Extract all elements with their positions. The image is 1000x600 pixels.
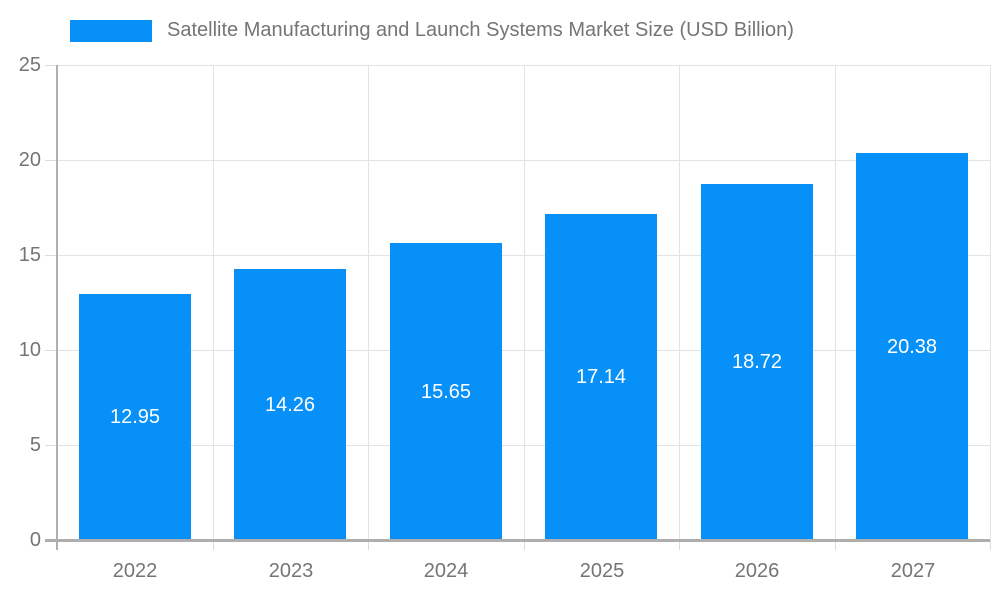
y-axis-tick bbox=[45, 445, 57, 446]
x-axis-tick bbox=[368, 540, 369, 550]
x-axis-tick-label: 2022 bbox=[112, 560, 158, 582]
y-axis-tick-label: 25 bbox=[18, 54, 41, 76]
y-axis-tick bbox=[45, 160, 57, 161]
gridline-vertical bbox=[213, 65, 214, 540]
bar[interactable] bbox=[545, 214, 657, 540]
gridline-horizontal bbox=[57, 350, 990, 351]
x-axis-tick-label: 2025 bbox=[579, 560, 625, 582]
gridline-vertical bbox=[990, 65, 991, 540]
bar-value-label: 17.14 bbox=[575, 366, 627, 388]
bar[interactable] bbox=[701, 184, 813, 540]
x-axis-line bbox=[45, 539, 990, 542]
gridline-vertical bbox=[368, 65, 369, 540]
bar[interactable] bbox=[856, 153, 968, 540]
x-axis-tick-label: 2023 bbox=[268, 560, 314, 582]
bar-value-label: 15.65 bbox=[420, 381, 472, 403]
bar-value-label: 12.95 bbox=[109, 406, 161, 428]
legend-item[interactable]: Satellite Manufacturing and Launch Syste… bbox=[70, 19, 794, 42]
bar-value-label: 20.38 bbox=[886, 336, 938, 358]
y-axis-tick-label: 20 bbox=[18, 149, 41, 171]
x-axis-tick-label: 2024 bbox=[423, 560, 469, 582]
x-axis-tick bbox=[990, 540, 991, 550]
x-axis-tick-label: 2026 bbox=[734, 560, 780, 582]
y-axis-line bbox=[56, 65, 58, 550]
y-axis-tick-label: 10 bbox=[18, 339, 41, 361]
x-axis-tick bbox=[213, 540, 214, 550]
y-axis-tick-label: 15 bbox=[18, 244, 41, 266]
bar[interactable] bbox=[79, 294, 191, 540]
bar-value-label: 18.72 bbox=[731, 351, 783, 373]
gridline-vertical bbox=[524, 65, 525, 540]
gridline-vertical bbox=[679, 65, 680, 540]
y-axis-tick bbox=[45, 255, 57, 256]
y-axis-tick bbox=[45, 350, 57, 351]
y-axis-tick-label: 0 bbox=[29, 529, 41, 551]
gridline-horizontal bbox=[57, 445, 990, 446]
bar-value-label: 14.26 bbox=[264, 394, 316, 416]
gridline-horizontal bbox=[57, 255, 990, 256]
gridline-vertical bbox=[835, 65, 836, 540]
bar[interactable] bbox=[390, 243, 502, 540]
gridline-horizontal bbox=[57, 160, 990, 161]
y-axis-tick-label: 5 bbox=[29, 434, 41, 456]
gridline-horizontal bbox=[57, 65, 990, 66]
legend-label: Satellite Manufacturing and Launch Syste… bbox=[167, 19, 794, 41]
legend-swatch bbox=[70, 19, 152, 42]
x-axis-tick bbox=[835, 540, 836, 550]
x-axis-tick-label: 2027 bbox=[890, 560, 936, 582]
x-axis-tick bbox=[524, 540, 525, 550]
y-axis-tick bbox=[45, 65, 57, 66]
x-axis-tick bbox=[679, 540, 680, 550]
bar[interactable] bbox=[234, 269, 346, 540]
